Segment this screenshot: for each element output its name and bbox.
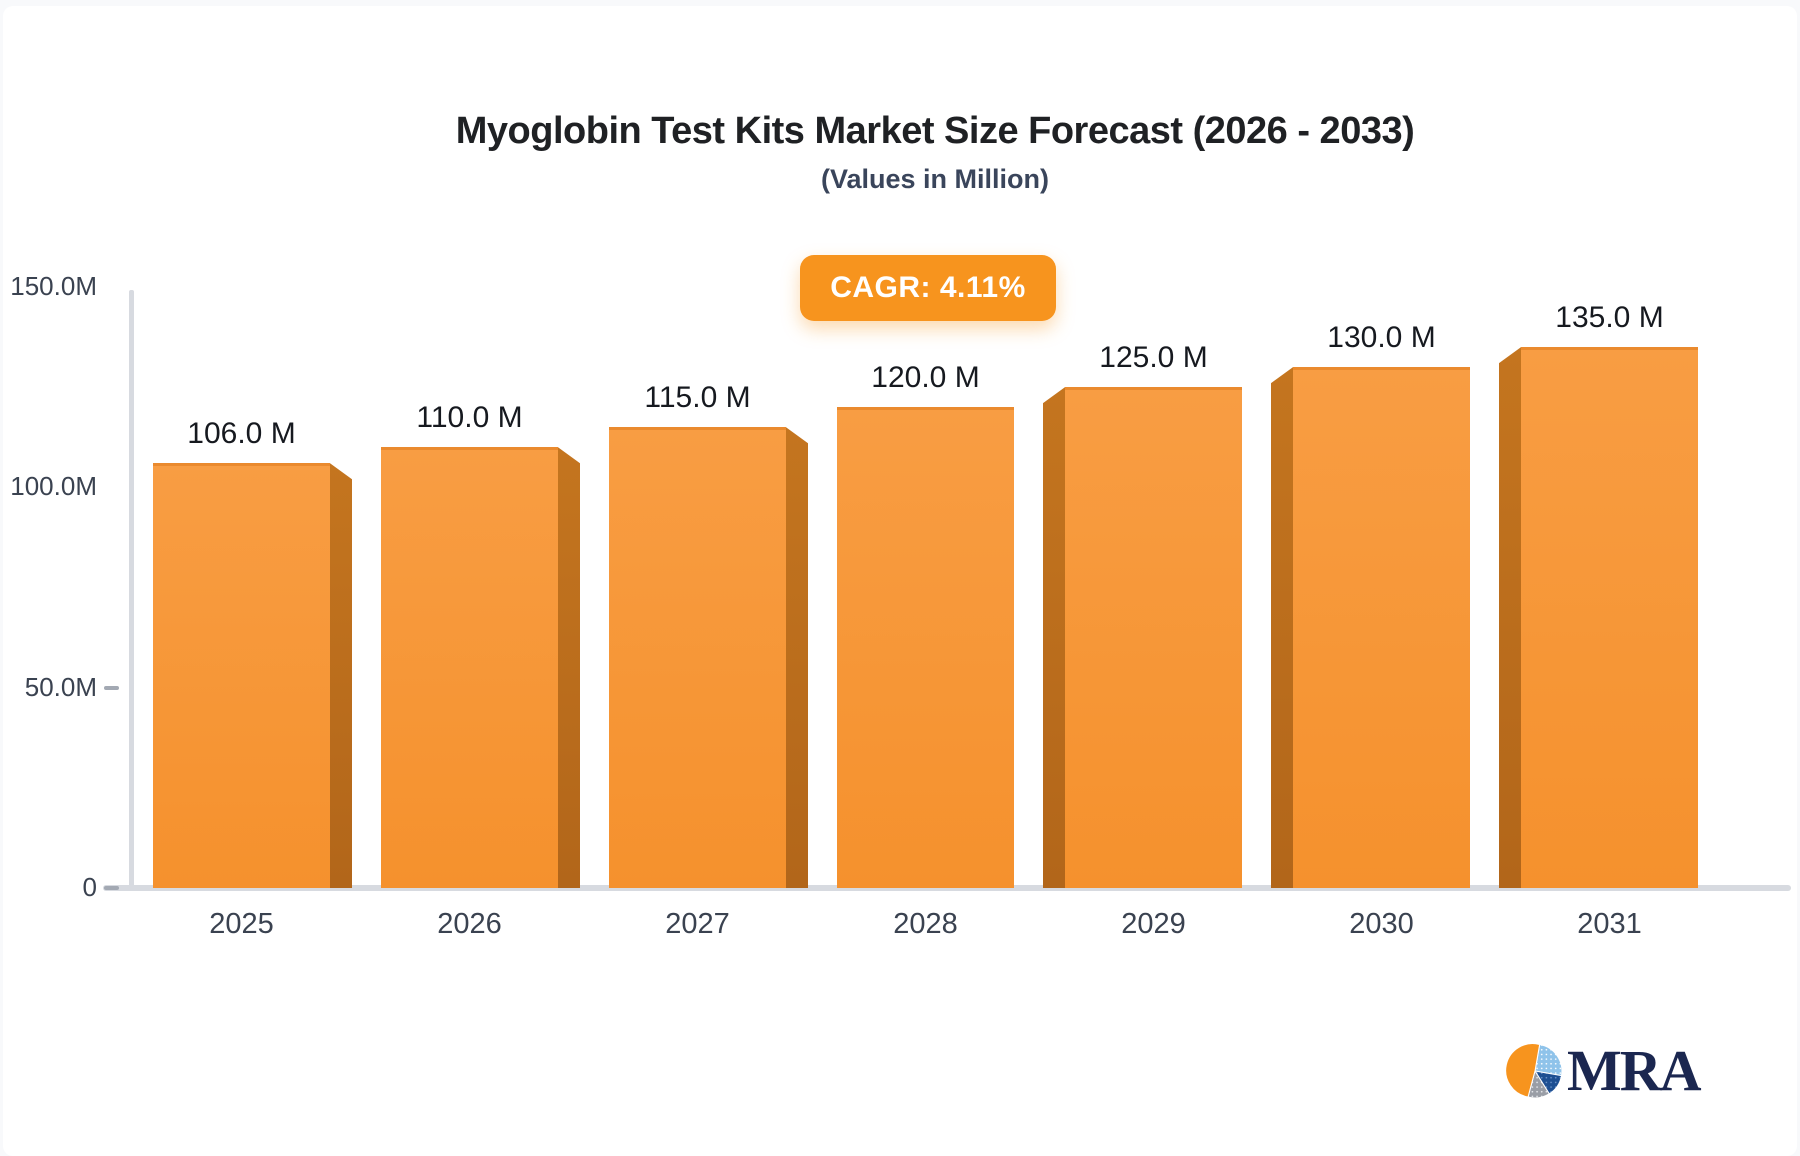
bar-value-label: 115.0 M <box>644 381 751 415</box>
bar-2025 <box>153 463 330 888</box>
x-axis-label: 2029 <box>1121 908 1186 940</box>
bar-value-label: 110.0 M <box>416 401 523 435</box>
bar-2031 <box>1521 347 1698 888</box>
chart-card: Myoglobin Test Kits Market Size Forecast… <box>3 6 1797 1156</box>
x-axis-label: 2031 <box>1577 908 1642 940</box>
mra-logo: MRA <box>1506 1038 1702 1103</box>
x-axis-label: 2026 <box>437 908 502 940</box>
x-axis-label: 2028 <box>893 908 958 940</box>
bar-side-3d <box>1499 347 1521 888</box>
bar-side-3d <box>1271 367 1293 888</box>
bar-2029 <box>1065 387 1242 888</box>
bar-2030 <box>1293 367 1470 888</box>
x-axis-label: 2025 <box>209 908 274 940</box>
bar-value-label: 130.0 M <box>1327 321 1436 355</box>
y-axis-label: 150.0M <box>10 271 97 301</box>
bar-side-3d <box>1043 387 1065 888</box>
y-axis-tick <box>104 685 119 690</box>
bar-value-label: 135.0 M <box>1555 301 1664 335</box>
bar-side-3d <box>330 463 352 888</box>
pie-chart-logo-icon <box>1506 1043 1563 1099</box>
bar-value-label: 125.0 M <box>1099 341 1208 375</box>
bar-side-3d <box>558 447 580 888</box>
bar-value-label: 106.0 M <box>187 417 296 451</box>
y-axis-label: 100.0M <box>10 471 97 502</box>
bar-2027 <box>609 427 786 888</box>
x-axis-label: 2030 <box>1349 908 1414 940</box>
chart-title: Myoglobin Test Kits Market Size Forecast… <box>455 110 1415 152</box>
y-axis-label: 0 <box>82 872 97 902</box>
bar-side-3d <box>786 427 808 888</box>
bar-2026 <box>381 447 558 888</box>
y-axis-tick <box>104 886 119 890</box>
bar-2028 <box>837 407 1014 888</box>
bar-value-label: 120.0 M <box>871 361 980 395</box>
x-axis-line <box>103 885 1791 891</box>
cagr-badge-label: CAGR: 4.11% <box>830 271 1026 304</box>
x-axis-label: 2027 <box>665 908 730 940</box>
logo-text: MRA <box>1567 1038 1702 1103</box>
y-axis-line <box>129 290 134 888</box>
cagr-badge: CAGR: 4.11% <box>800 255 1056 321</box>
chart-subtitle: (Values in Million) <box>820 164 1050 194</box>
y-axis-label: 50.0M <box>24 671 97 702</box>
